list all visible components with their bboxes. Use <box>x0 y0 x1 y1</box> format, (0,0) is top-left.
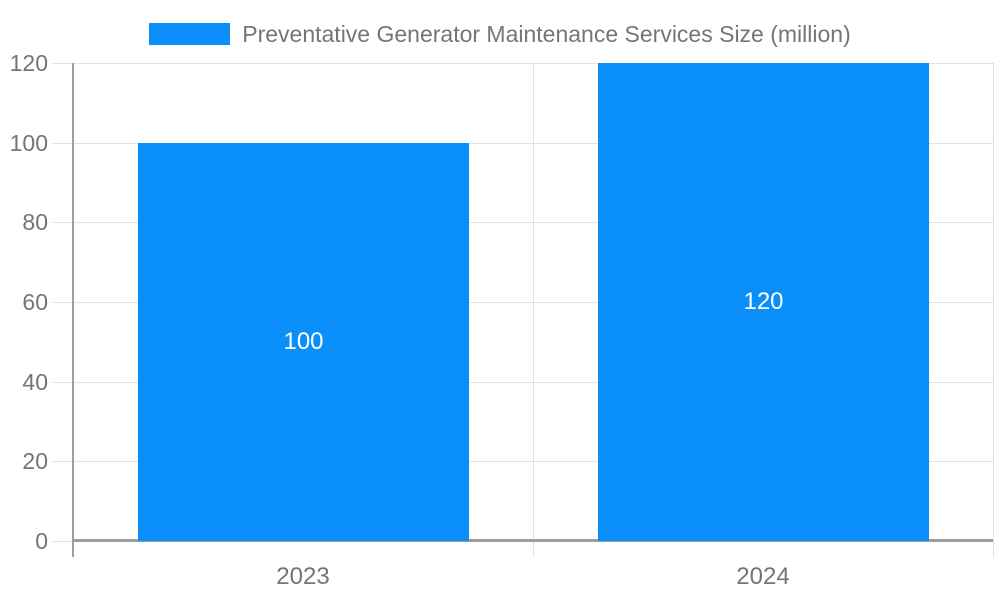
x-band-gridline <box>533 63 534 557</box>
y-tick-label: 100 <box>9 130 48 156</box>
x-tick-label: 2023 <box>276 563 330 590</box>
y-tick-label: 0 <box>35 528 48 554</box>
legend-label: Preventative Generator Maintenance Servi… <box>242 21 851 47</box>
y-tick-label: 120 <box>9 50 48 76</box>
legend-item[interactable]: Preventative Generator Maintenance Servi… <box>0 20 1000 48</box>
y-tick-label: 20 <box>22 448 48 474</box>
y-gridline <box>52 63 993 64</box>
x-band-gridline <box>993 63 994 557</box>
y-gridline <box>52 541 73 542</box>
y-gridline <box>52 143 993 144</box>
x-tick-label: 2024 <box>736 563 790 590</box>
y-gridline <box>52 222 993 223</box>
y-tick-label: 40 <box>22 369 48 395</box>
y-gridline <box>52 382 993 383</box>
y-tick-label: 60 <box>22 289 48 315</box>
y-gridline <box>52 461 993 462</box>
y-gridline <box>52 302 993 303</box>
bar-value-label: 120 <box>743 288 784 315</box>
bar-2024[interactable]: 120 <box>598 63 929 541</box>
y-axis-line <box>72 63 74 557</box>
legend-swatch <box>149 23 231 45</box>
bar-2023[interactable]: 100 <box>138 143 469 541</box>
bar-value-label: 100 <box>283 328 324 355</box>
y-tick-label: 80 <box>22 209 48 235</box>
x-axis-line <box>73 539 993 542</box>
